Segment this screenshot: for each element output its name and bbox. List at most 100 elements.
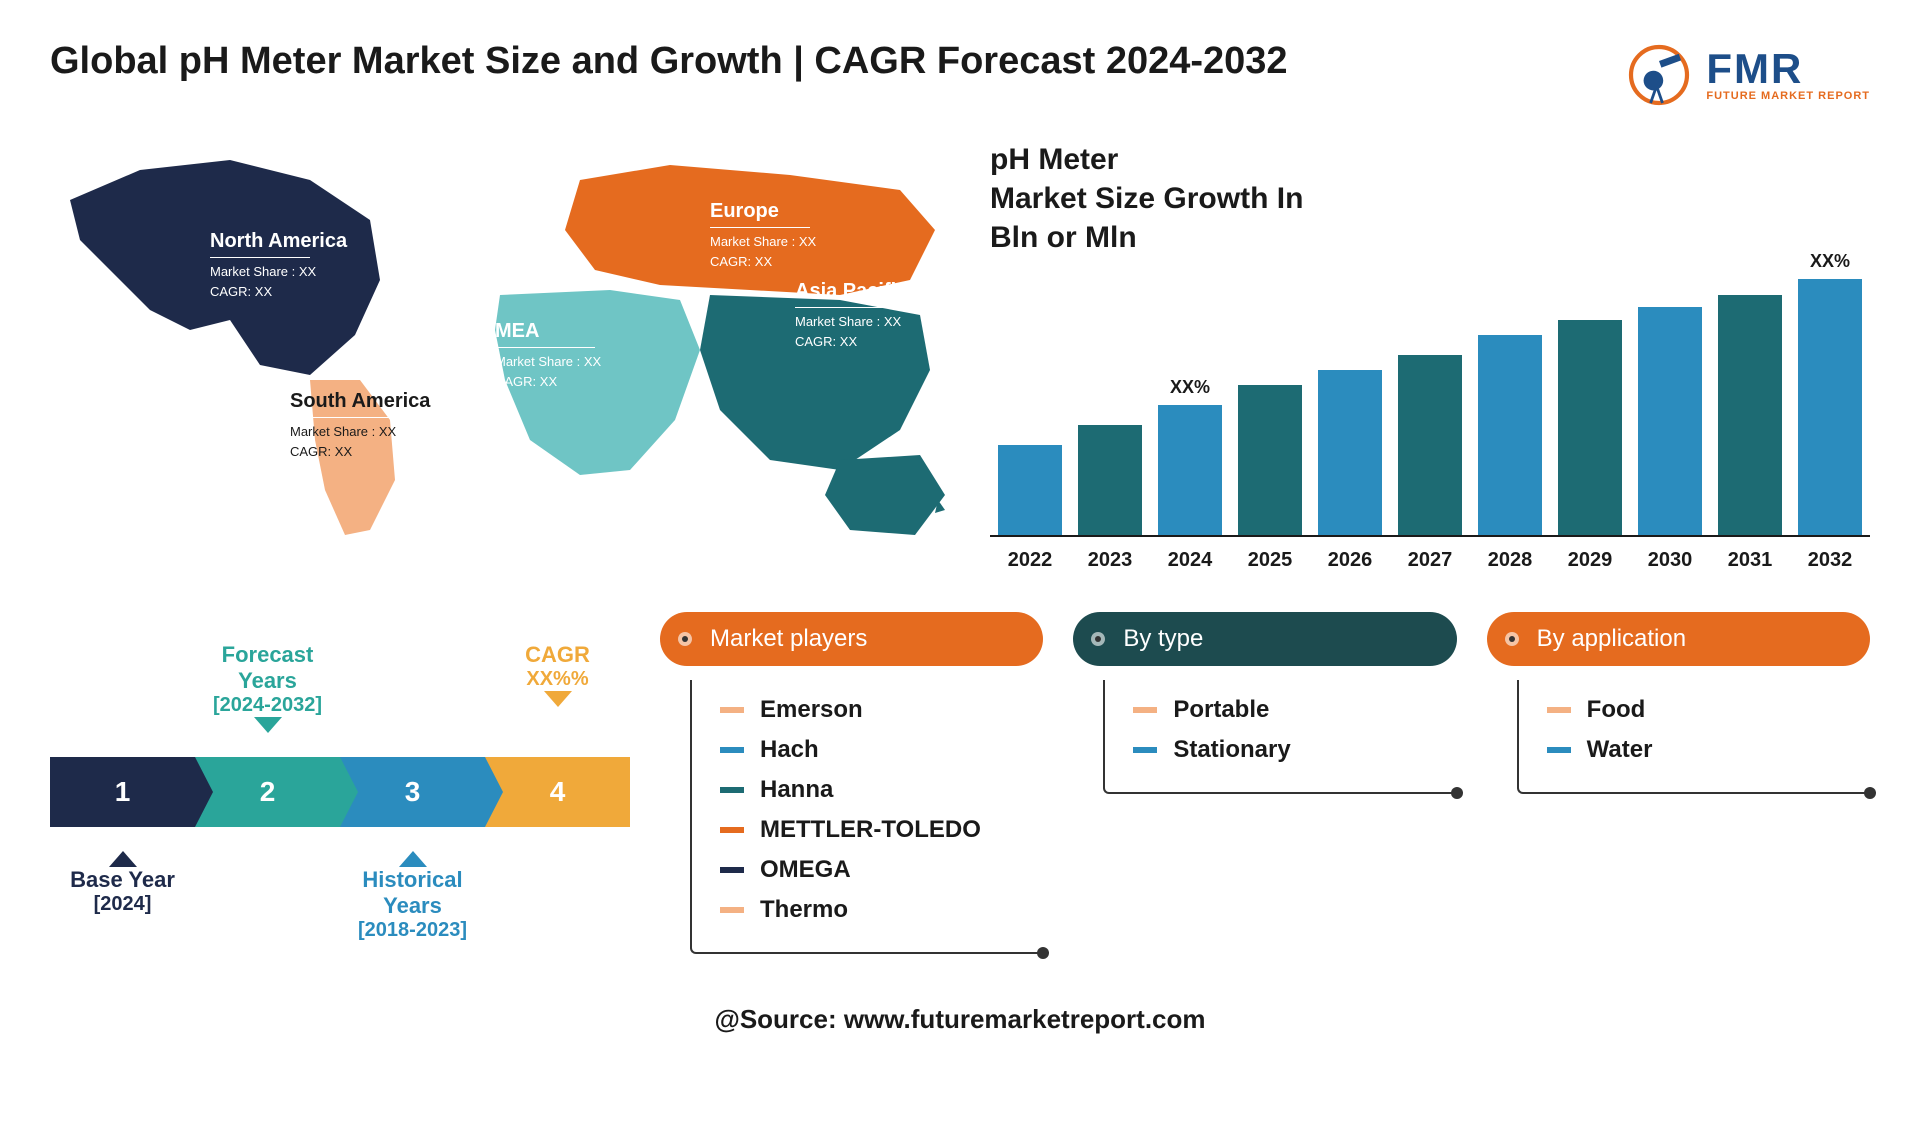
bar-2031 <box>1718 295 1782 535</box>
pill-item: Emerson <box>720 696 1043 724</box>
tl-label-title: Historical Years <box>340 867 485 919</box>
bar-rect <box>998 445 1062 535</box>
bullet-icon <box>1133 747 1157 753</box>
tl-label-title: Base Year <box>50 867 195 893</box>
pill-item-label: Emerson <box>760 696 863 724</box>
region-name: North America <box>210 230 347 253</box>
region-stats: Market Share : XXCAGR: XX <box>290 422 430 461</box>
pill-item: Portable <box>1133 696 1456 724</box>
bar-x-label: 2032 <box>1798 549 1862 572</box>
timeline-seg-1: 1 <box>50 757 195 827</box>
timeline-label-top-1: Forecast Years[2024-2032] <box>195 642 340 737</box>
timeline: Forecast Years[2024-2032]CAGRXX%% 1234 B… <box>50 612 630 942</box>
pill-item-label: Hanna <box>760 776 833 804</box>
pill-item: Hanna <box>720 776 1043 804</box>
region-label-sa: South America Market Share : XXCAGR: XX <box>290 390 430 461</box>
region-name: South America <box>290 390 430 413</box>
pill-item: Hach <box>720 736 1043 764</box>
chart-title-line2: Market Size Growth In <box>990 182 1303 215</box>
tl-label-sub: [2024-2032] <box>195 694 340 717</box>
region-label-na: North America Market Share : XXCAGR: XX <box>210 230 347 301</box>
bar-x-label: 2026 <box>1318 549 1382 572</box>
region-label-mea: MEA Market Share : XXCAGR: XX <box>495 320 601 391</box>
chart-title: pH Meter Market Size Growth In Bln or Ml… <box>990 140 1870 257</box>
pill-item: Stationary <box>1133 736 1456 764</box>
timeline-seg-2: 2 <box>195 757 340 827</box>
pill-item-label: Portable <box>1173 696 1269 724</box>
bar-rect <box>1318 370 1382 535</box>
region-australia <box>825 455 945 535</box>
pill-type: By type Portable Stationary <box>1073 612 1456 954</box>
pill-item-label: Stationary <box>1173 736 1290 764</box>
timeline-label-bottom-1 <box>195 847 340 942</box>
pill-header: Market players <box>660 612 1043 666</box>
pill-header: By application <box>1487 612 1870 666</box>
timeline-seg-4: 4 <box>485 757 630 827</box>
pill-item: Water <box>1547 736 1870 764</box>
timeline-label-top-3: CAGRXX%% <box>485 642 630 737</box>
tl-label-title: Forecast Years <box>195 642 340 694</box>
bar-x-label: 2022 <box>998 549 1062 572</box>
bar-rect <box>1798 279 1862 535</box>
content-row: North AmericaMarket Share : XXCAGR: XXSo… <box>50 140 1870 572</box>
region-stats: Market Share : XXCAGR: XX <box>710 232 816 271</box>
bar-2029 <box>1558 320 1622 535</box>
bar-x-label: 2025 <box>1238 549 1302 572</box>
bar-x-labels: 2022202320242025202620272028202920302031… <box>990 537 1870 572</box>
bar-2026 <box>1318 370 1382 535</box>
bullet-icon <box>1547 707 1571 713</box>
pill-item-label: Food <box>1587 696 1646 724</box>
bullet-icon <box>720 747 744 753</box>
bar-x-label: 2023 <box>1078 549 1142 572</box>
bar-rect <box>1558 320 1622 535</box>
pill-item: Food <box>1547 696 1870 724</box>
pill-title: By type <box>1123 625 1203 653</box>
bar-2028 <box>1478 335 1542 535</box>
bar-2032: XX% <box>1798 279 1862 535</box>
pill-dot-icon <box>1505 632 1519 646</box>
region-stats: Market Share : XXCAGR: XX <box>495 352 601 391</box>
bar-x-label: 2028 <box>1478 549 1542 572</box>
bullet-icon <box>720 787 744 793</box>
pill-players: Market players Emerson Hach Hanna METTLER-TO… <box>660 612 1043 954</box>
bar-x-label: 2027 <box>1398 549 1462 572</box>
region-name: MEA <box>495 320 601 343</box>
pill-application: By application Food Water <box>1487 612 1870 954</box>
pill-item: Thermo <box>720 896 1043 924</box>
bar-rect <box>1718 295 1782 535</box>
bar-x-label: 2030 <box>1638 549 1702 572</box>
timeline-label-bottom-2: Historical Years[2018-2023] <box>340 847 485 942</box>
pill-item-label: Water <box>1587 736 1653 764</box>
bar-rect <box>1638 307 1702 535</box>
bottom-row: Forecast Years[2024-2032]CAGRXX%% 1234 B… <box>50 612 1870 954</box>
region-name: Asia Pacific <box>795 280 907 303</box>
pill-item-label: OMEGA <box>760 856 851 884</box>
pill-header: By type <box>1073 612 1456 666</box>
source-attribution: @Source: www.futuremarketreport.com <box>50 1004 1870 1035</box>
chart-title-line1: pH Meter <box>990 143 1118 176</box>
page-title: Global pH Meter Market Size and Growth |… <box>50 40 1288 83</box>
bullet-icon <box>720 907 744 913</box>
timeline-label-bottom-0: Base Year[2024] <box>50 847 195 942</box>
region-label-ap: Asia Pacific Market Share : XXCAGR: XX <box>795 280 907 351</box>
bar-2022 <box>998 445 1062 535</box>
bullet-icon <box>720 827 744 833</box>
timeline-label-top-0 <box>50 642 195 737</box>
bar-rect <box>1158 405 1222 535</box>
pill-item-label: Hach <box>760 736 819 764</box>
bar-2030 <box>1638 307 1702 535</box>
pill-body: Emerson Hach Hanna METTLER-TOLEDO OMEGA Therm… <box>690 680 1043 954</box>
pill-dot-icon <box>1091 632 1105 646</box>
bullet-icon <box>720 707 744 713</box>
bar-2027 <box>1398 355 1462 535</box>
region-label-eu: EuropeMarket Share : XXCAGR: XX <box>710 200 816 271</box>
tl-label-title: CAGR <box>485 642 630 668</box>
region-stats: Market Share : XXCAGR: XX <box>795 312 907 351</box>
timeline-label-top-2 <box>340 642 485 737</box>
pill-title: Market players <box>710 625 867 653</box>
bar-rect <box>1078 425 1142 535</box>
pill-item: METTLER-TOLEDO <box>720 816 1043 844</box>
bullet-icon <box>720 867 744 873</box>
pill-body: Food Water <box>1517 680 1870 794</box>
region-stats: Market Share : XXCAGR: XX <box>210 262 347 301</box>
